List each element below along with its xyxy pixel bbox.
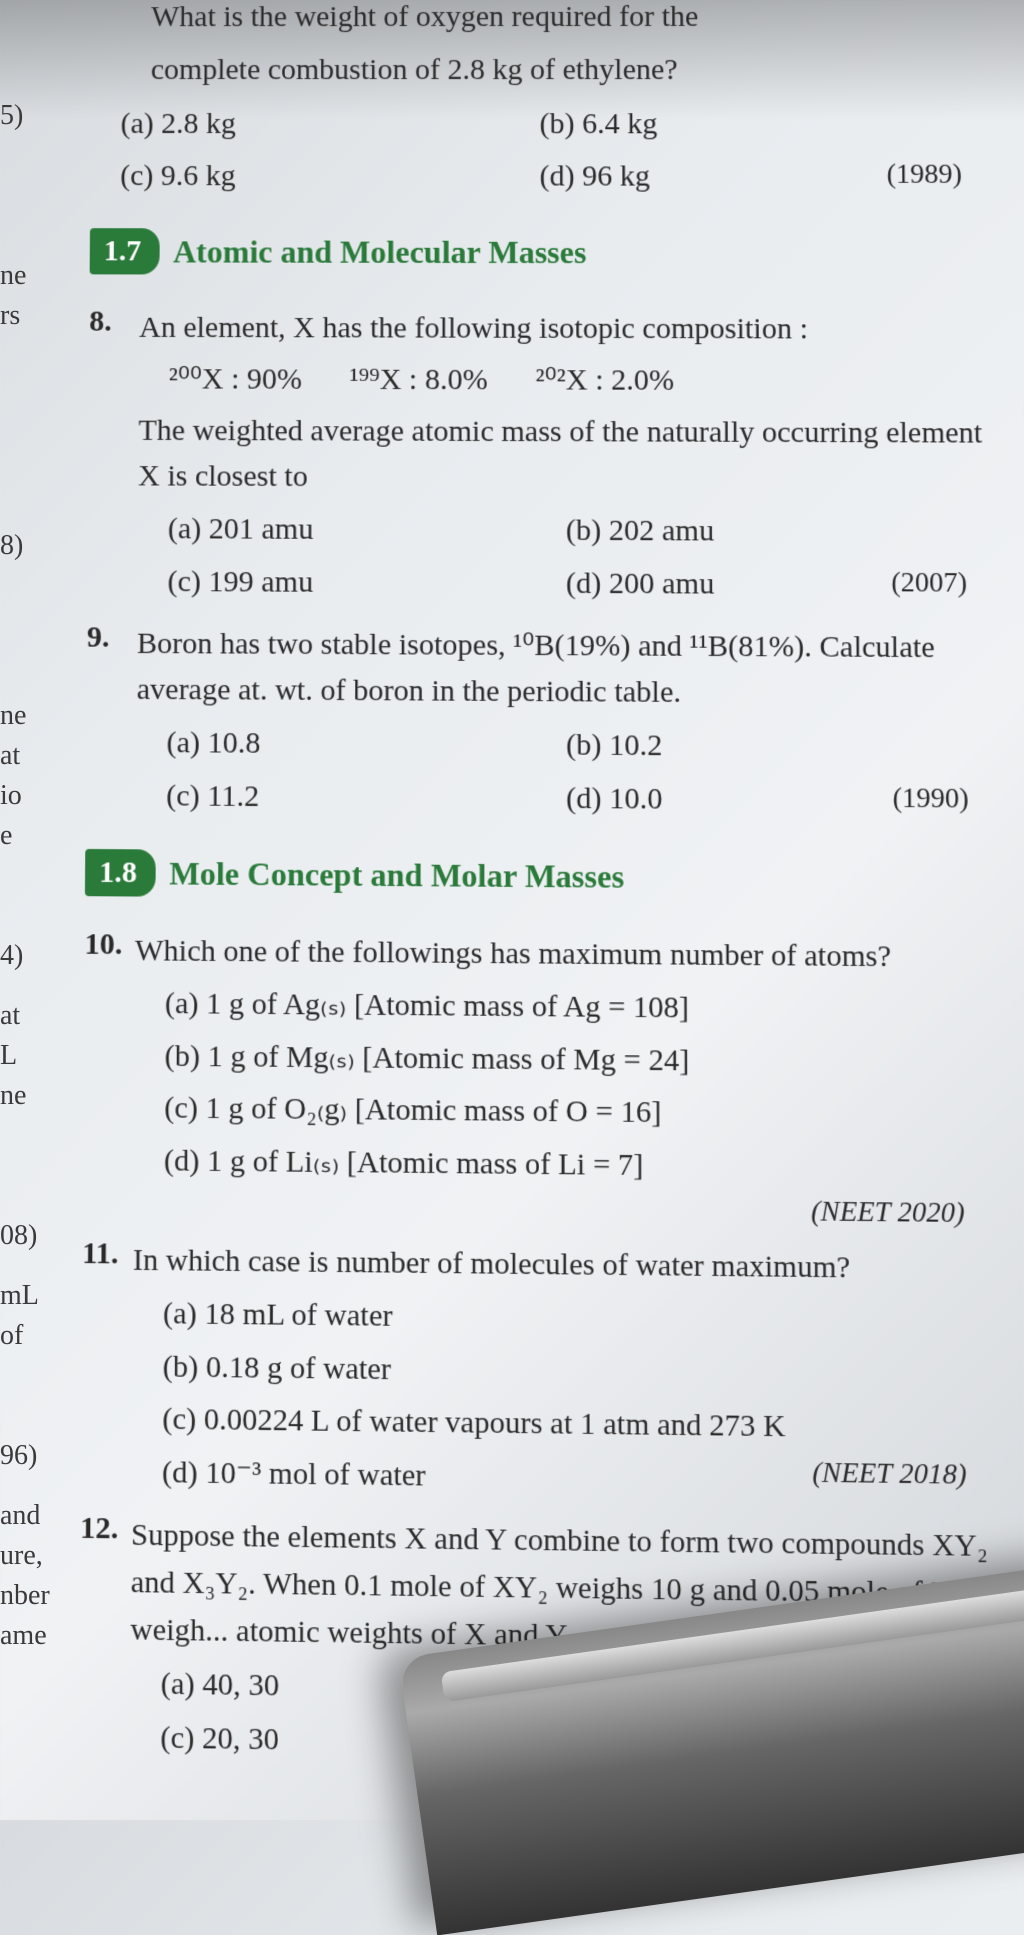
q8-opt-b: (b) 202 amu: [566, 506, 967, 557]
q10-num: 10.: [84, 927, 135, 974]
margin-text: at: [0, 740, 20, 772]
q7-options-row1: (a) 2.8 kg (b) 6.4 kg: [120, 100, 997, 149]
q9-opt-a: (a) 10.8: [166, 718, 566, 770]
margin-text: 5): [0, 100, 23, 132]
q8-line2: The weighted average atomic mass of the …: [138, 408, 1000, 502]
q7-opt-b: (b) 6.4 kg: [540, 100, 962, 148]
q11-opt-b: (b) 0.18 g of water: [163, 1343, 1008, 1401]
section-1-7: 1.7 Atomic and Molecular Masses: [90, 228, 587, 275]
section-1-7-num: 1.7: [90, 228, 160, 274]
q10: 10. Which one of the followings has maxi…: [84, 927, 1004, 981]
margin-text: io: [0, 780, 22, 812]
q10-opt-b: (b) 1 g of Mg₍ₛ₎ [Atomic mass of Mg = 24…: [164, 1032, 1004, 1087]
q10-opt-d: (d) 1 g of Li₍ₛ₎ [Atomic mass of Li = 7]: [164, 1137, 1006, 1193]
margin-text: rs: [0, 300, 20, 332]
q8-opt-c: (c) 199 amu: [167, 558, 566, 609]
q10-intro: Which one of the followings has maximum …: [135, 927, 1004, 980]
margin-text: at: [0, 1000, 20, 1032]
q9-opt-d-wrap: (d) 10.0 (1990): [566, 774, 969, 826]
q11-opt-a: (a) 18 mL of water: [163, 1290, 1007, 1348]
q7-opt-c: (c) 9.6 kg: [120, 152, 539, 201]
q10-opt-c: (c) 1 g of O₂₍g₎ [Atomic mass of O = 16]: [164, 1084, 1005, 1140]
q8-opt-d-wrap: (d) 200 amu (2007): [566, 559, 967, 610]
page-content: What is the weight of oxygen required fo…: [17, 0, 1024, 1780]
q8-intro: An element, X has the following isotopic…: [139, 305, 999, 352]
q7-year: (1989): [886, 153, 962, 202]
margin-text: 4): [0, 940, 23, 972]
q9: 9. Boron has two stable isotopes, ¹⁰B(19…: [86, 620, 1001, 717]
q8-iso3: ²⁰²X : 2.0%: [536, 363, 675, 397]
q11-opt-c: (c) 0.00224 L of water vapours at 1 atm …: [162, 1395, 1008, 1454]
q11: 11. In which case is number of molecules…: [82, 1236, 1006, 1293]
q11-opt-d: (d) 10⁻³ mol of water: [162, 1448, 426, 1500]
q7-line2: complete combustion of 2.8 kg of ethylen…: [151, 47, 997, 92]
q11-num: 11.: [82, 1236, 133, 1283]
q9-intro: Boron has two stable isotopes, ¹⁰B(19%) …: [137, 620, 1002, 717]
q9-opt-d: (d) 10.0: [566, 774, 663, 824]
q10-year: (NEET 2020): [82, 1188, 1005, 1231]
q8-opt-d: (d) 200 amu: [566, 559, 715, 609]
q11-year: (NEET 2018): [812, 1456, 967, 1507]
q8-row2: (c) 199 amu (d) 200 amu (2007): [167, 558, 1000, 611]
section-1-8-num: 1.8: [85, 849, 155, 897]
q9-opt-c: (c) 11.2: [166, 772, 566, 824]
q11-opt-d-row: (d) 10⁻³ mol of water (NEET 2018): [162, 1448, 967, 1507]
q8-iso1: ²⁰⁰X : 90%: [169, 362, 302, 396]
q8-num: 8.: [88, 305, 139, 499]
q7-opt-d-wrap: (d) 96 kg (1989): [540, 152, 963, 201]
margin-text: ne: [0, 700, 26, 732]
section-1-8: 1.8 Mole Concept and Molar Masses: [85, 849, 624, 900]
q8-opt-a: (a) 201 amu: [168, 505, 566, 555]
q7-opt-a: (a) 2.8 kg: [120, 100, 539, 148]
q9-opt-b: (b) 10.2: [566, 721, 968, 773]
margin-text: e: [0, 820, 12, 852]
q8-year: (2007): [891, 561, 967, 610]
section-1-8-title: Mole Concept and Molar Masses: [169, 854, 624, 895]
q7-options-row2: (c) 9.6 kg (d) 96 kg (1989): [120, 152, 997, 201]
q12-num: 12.: [79, 1511, 131, 1654]
margin-text: 8): [0, 530, 23, 562]
q9-row2: (c) 11.2 (d) 10.0 (1990): [166, 772, 1003, 827]
q9-year: (1990): [892, 776, 969, 826]
q11-intro: In which case is number of molecules of …: [133, 1237, 1007, 1293]
q7-line1: What is the weight of oxygen required fo…: [151, 0, 996, 39]
q7-opt-d: (d) 96 kg: [540, 152, 650, 200]
section-1-7-title: Atomic and Molecular Masses: [173, 233, 587, 271]
q9-row1: (a) 10.8 (b) 10.2: [166, 718, 1002, 772]
margin-text: ne: [0, 260, 26, 292]
q8-isotopes: ²⁰⁰X : 90% ¹⁹⁹X : 8.0% ²⁰²X : 2.0%: [169, 356, 999, 404]
q9-num: 9.: [86, 620, 137, 712]
q10-opt-a: (a) 1 g of Ag₍ₛ₎ [Atomic mass of Ag = 10…: [165, 980, 1005, 1035]
q8-row1: (a) 201 amu (b) 202 amu: [168, 505, 1001, 557]
margin-text: L: [0, 1040, 17, 1072]
q8: 8. An element, X has the following isoto…: [88, 305, 1000, 502]
q8-iso2: ¹⁹⁹X : 8.0%: [350, 363, 488, 397]
